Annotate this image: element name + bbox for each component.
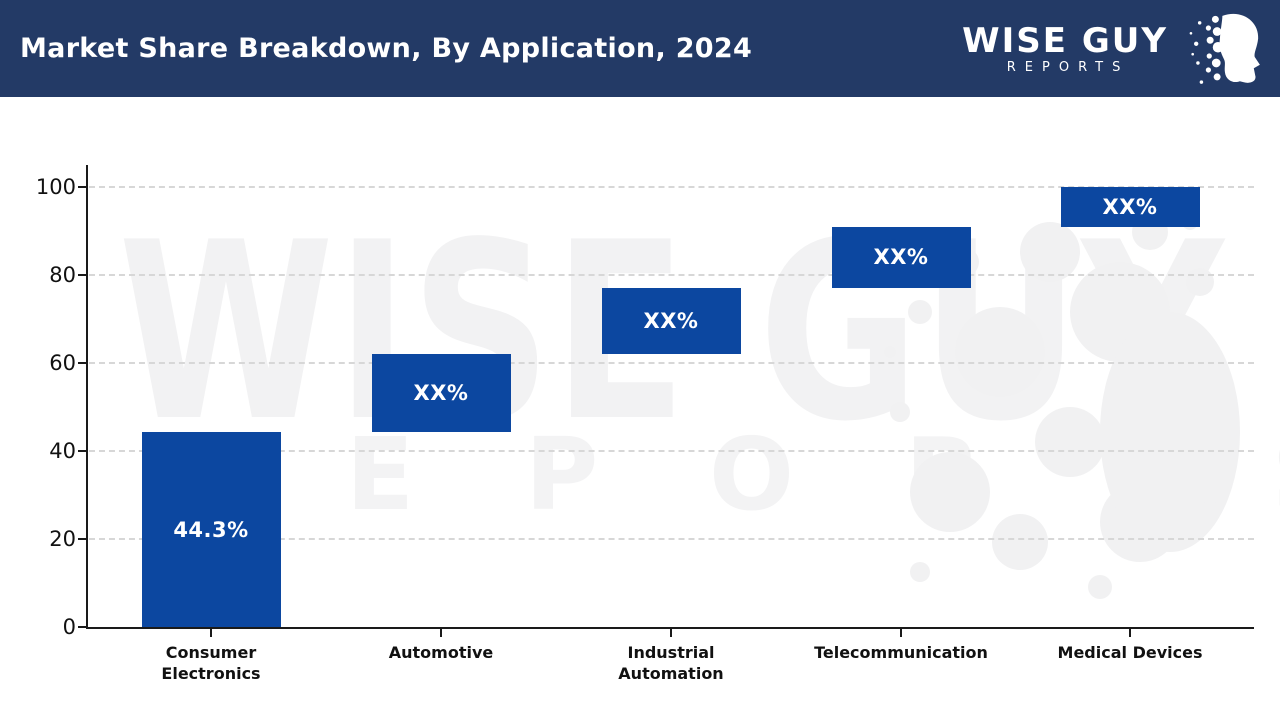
logo-wordmark-block: WISE GUY REPORTS — [962, 23, 1168, 75]
bar-value-label: 44.3% — [173, 517, 249, 542]
bar-value-label: XX% — [1102, 194, 1158, 219]
bar-value-label: XX% — [643, 309, 699, 334]
y-axis-tick — [78, 186, 87, 188]
x-axis-tick — [670, 629, 672, 637]
y-axis-tick — [78, 450, 87, 452]
y-axis-line — [86, 165, 88, 629]
x-axis-line — [86, 627, 1254, 629]
watermark-face-icon — [884, 214, 1240, 599]
y-tick-label: 60 — [49, 351, 76, 375]
x-category-label: Industrial Automation — [561, 642, 781, 684]
waterfall-bar: 44.3% — [141, 432, 281, 627]
x-category-label-line: Electronics — [161, 664, 261, 683]
waterfall-bar: XX% — [601, 288, 741, 355]
y-axis-tick — [78, 362, 87, 364]
y-tick-label: 20 — [49, 527, 76, 551]
y-axis-tick — [78, 274, 87, 276]
bar-value-label: XX% — [413, 381, 469, 406]
x-axis-tick — [1129, 629, 1131, 637]
x-category-label-line: Industrial — [627, 643, 715, 662]
chart-title: Market Share Breakdown, By Application, … — [20, 33, 753, 64]
y-tick-label: 80 — [49, 263, 76, 287]
x-category-label: Automotive — [331, 642, 551, 663]
waterfall-bar: XX% — [1060, 187, 1200, 227]
x-axis-tick — [900, 629, 902, 637]
waterfall-chart: WISE GUY R E P O R T S 02040608010044.3%… — [0, 97, 1280, 720]
y-gridline — [89, 186, 1254, 188]
x-axis-tick — [440, 629, 442, 637]
waterfall-bar: XX% — [831, 226, 971, 289]
x-category-label-line: Consumer — [165, 643, 257, 662]
x-category-label: Medical Devices — [1020, 642, 1240, 663]
y-gridline — [89, 450, 1254, 452]
x-category-label-line: Automation — [618, 664, 724, 683]
waterfall-bar: XX% — [371, 354, 511, 433]
y-tick-label: 0 — [62, 615, 76, 639]
x-category-label: Telecommunication — [791, 642, 1011, 663]
logo-subtext: REPORTS — [1006, 59, 1130, 75]
y-gridline — [89, 274, 1254, 276]
x-category-label-line: Automotive — [388, 643, 494, 662]
y-axis-tick — [78, 626, 87, 628]
x-category-label-line: Medical Devices — [1057, 643, 1203, 662]
y-tick-label: 40 — [49, 439, 76, 463]
y-gridline — [89, 362, 1254, 364]
wise-guy-logo: WISE GUY REPORTS — [962, 6, 1266, 92]
y-tick-label: 100 — [35, 175, 76, 199]
x-axis-tick — [210, 629, 212, 637]
x-category-label-line: Telecommunication — [814, 643, 988, 662]
bar-value-label: XX% — [873, 245, 929, 270]
header-banner: Market Share Breakdown, By Application, … — [0, 0, 1280, 97]
logo-wordmark: WISE GUY — [962, 20, 1168, 61]
x-category-label: Consumer Electronics — [101, 642, 321, 684]
y-gridline — [89, 538, 1254, 540]
logo-face-icon — [1189, 13, 1260, 84]
y-axis-tick — [78, 538, 87, 540]
